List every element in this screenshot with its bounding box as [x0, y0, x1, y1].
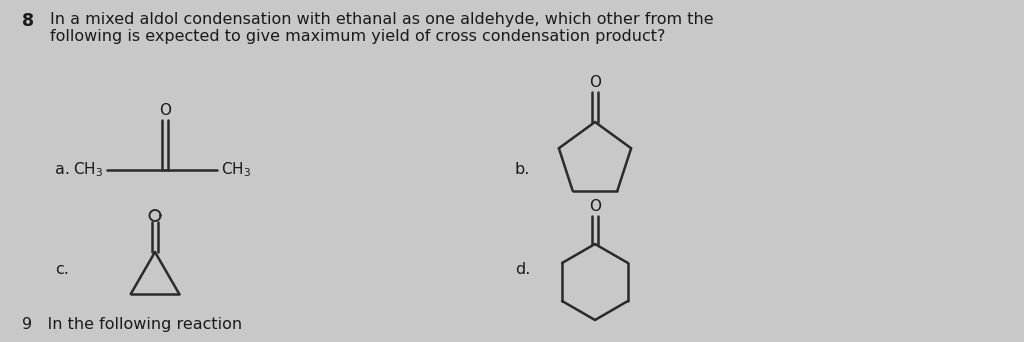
Text: c.: c.: [55, 263, 69, 277]
Text: O: O: [589, 199, 601, 214]
Text: O: O: [589, 75, 601, 90]
Text: d.: d.: [515, 263, 530, 277]
Text: 9   In the following reaction: 9 In the following reaction: [22, 317, 242, 332]
Text: O: O: [159, 103, 171, 118]
Text: $\rm CH_3$: $\rm CH_3$: [73, 161, 103, 179]
Text: In a mixed aldol condensation with ethanal as one aldehyde, which other from the: In a mixed aldol condensation with ethan…: [50, 12, 714, 44]
Text: b.: b.: [515, 162, 530, 177]
Text: a.: a.: [55, 162, 70, 177]
Text: 8: 8: [22, 12, 34, 30]
Text: $\rm CH_3$: $\rm CH_3$: [221, 161, 251, 179]
